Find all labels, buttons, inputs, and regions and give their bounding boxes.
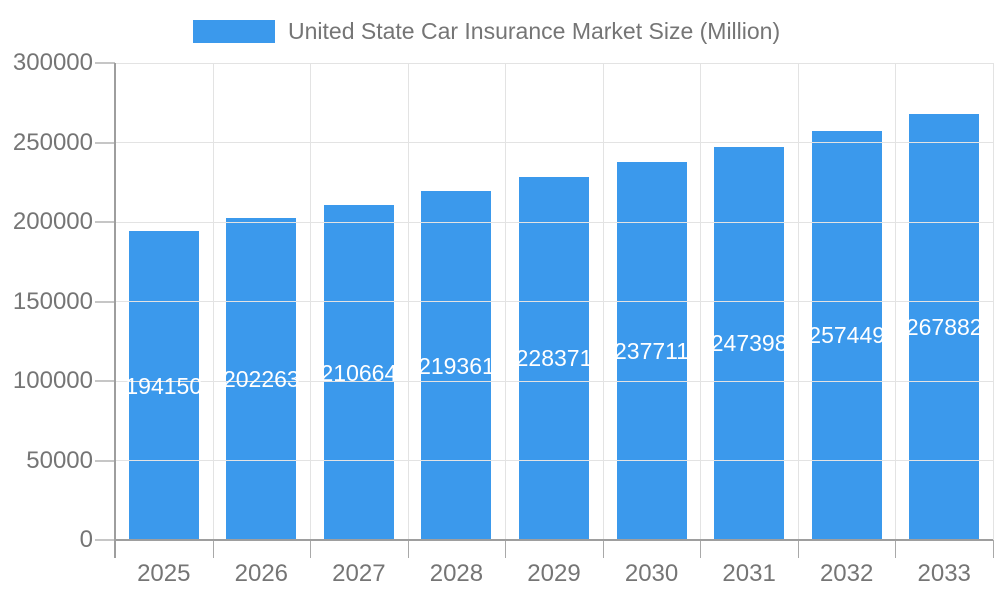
x-tick [602,540,604,558]
bar[interactable] [519,176,589,540]
x-tick-label: 2033 [917,560,971,587]
h-gridline [115,460,993,461]
legend[interactable]: United State Car Insurance Market Size (… [193,17,780,45]
y-tick [95,141,115,144]
x-tick [993,540,994,558]
h-gridline [115,380,993,382]
h-gridline [115,142,993,143]
bar[interactable] [226,218,297,540]
x-tick-label: 2032 [819,560,874,587]
h-gridline [115,221,993,223]
bar[interactable] [616,162,687,540]
y-tick [95,380,115,382]
bar[interactable] [909,114,980,540]
y-tick [95,62,115,64]
x-axis-line [115,539,993,541]
y-tick [95,539,115,541]
y-tick-label: 0 [79,526,93,553]
y-tick [95,300,115,303]
y-tick-label: 200000 [12,208,93,235]
y-tick-label: 50000 [26,446,93,474]
x-tick [212,540,214,558]
h-gridline [115,301,993,302]
bar[interactable] [128,231,199,540]
x-tick [505,540,507,558]
h-gridline [115,62,993,64]
v-gridline [993,63,994,540]
y-tick-label: 250000 [12,128,93,156]
bar[interactable] [323,205,394,540]
x-tick [895,540,897,558]
y-tick [95,459,115,462]
y-tick [95,221,115,223]
x-tick [700,540,702,558]
x-tick-label: 2030 [624,560,679,587]
x-tick [310,540,312,558]
bar[interactable] [811,130,882,540]
x-tick-label: 2031 [722,560,776,587]
x-tick-label: 2028 [429,560,484,587]
x-tick [407,540,409,558]
y-tick-label: 300000 [12,49,93,76]
x-tick-label: 2029 [527,560,581,587]
x-tick [797,540,799,558]
x-tick-label: 2027 [332,560,386,587]
bar[interactable] [714,146,785,540]
legend-swatch [193,19,275,43]
y-axis-line [114,63,116,558]
y-tick-label: 150000 [12,287,93,315]
y-tick-label: 100000 [12,367,93,394]
bar[interactable] [421,191,492,540]
legend-label: United State Car Insurance Market Size (… [288,18,781,44]
x-tick-label: 2025 [137,560,191,587]
x-tick-label: 2026 [234,560,289,587]
